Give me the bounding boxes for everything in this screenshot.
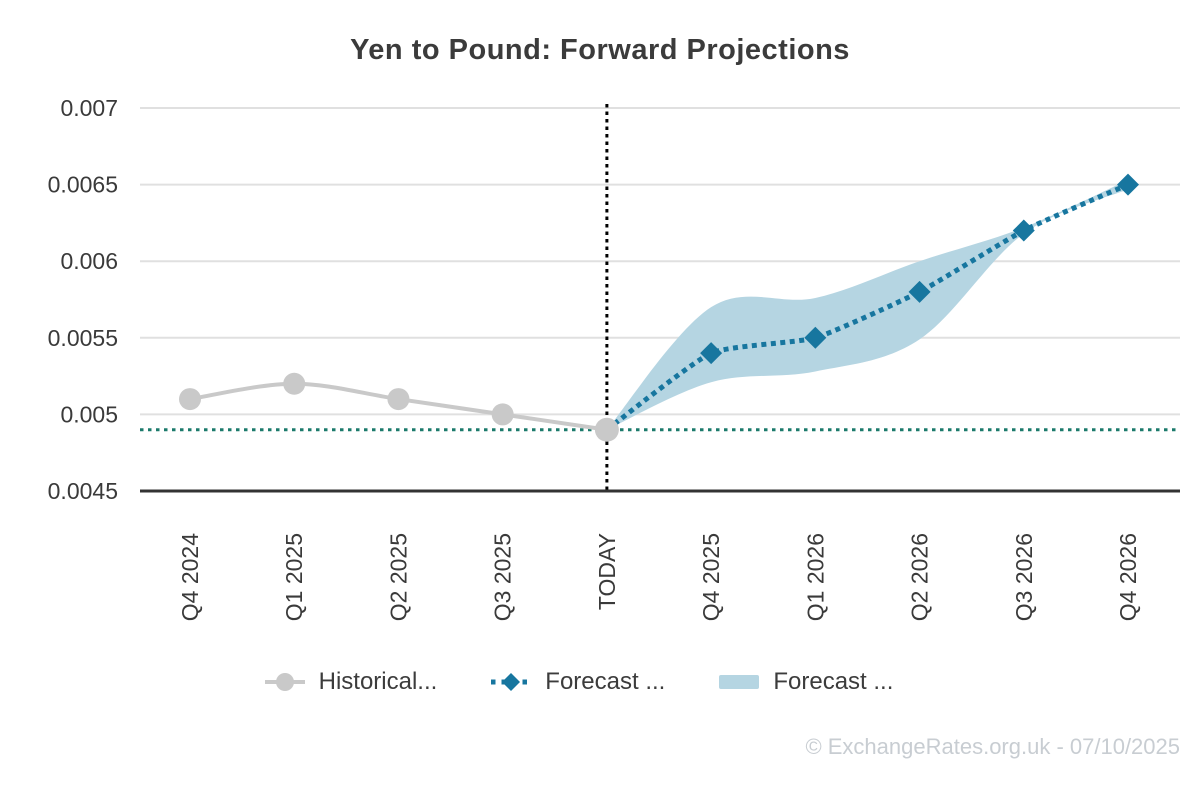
legend-label: Historical... <box>318 668 438 695</box>
legend-item-forecast: Forecast ... <box>489 668 665 696</box>
historical-point-marker <box>491 403 514 426</box>
legend-item-forecast-range: Forecast ... <box>717 668 893 696</box>
legend-label: Forecast ... <box>545 668 666 695</box>
x-axis-tick-label: Q2 2025 <box>385 533 411 621</box>
forecast-point-marker <box>908 280 931 303</box>
historical-point-marker <box>283 372 306 395</box>
historical-point-marker <box>387 388 410 411</box>
x-axis-tick-label: Q3 2025 <box>490 533 516 621</box>
y-axis-tick-label: 0.006 <box>60 248 118 274</box>
y-axis-tick-label: 0.0055 <box>48 325 118 351</box>
forecast-point-marker <box>1117 173 1139 196</box>
y-axis-tick-label: 0.007 <box>60 95 118 121</box>
y-axis-tick-label: 0.005 <box>60 401 118 427</box>
forecast-range-swatch-icon <box>719 675 760 689</box>
x-axis-tick-label: Q3 2026 <box>1011 533 1037 621</box>
y-axis-tick-label: 0.0065 <box>48 172 118 198</box>
x-axis-tick-label: Q1 2026 <box>802 533 828 621</box>
today-point-marker <box>594 417 619 442</box>
legend-label: Forecast ... <box>773 668 894 695</box>
attribution-text: © ExchangeRates.org.uk - 07/10/2025 <box>805 734 1180 759</box>
legend-item-historical: Historical... <box>263 668 438 696</box>
forecast-point-marker <box>700 342 723 365</box>
historical-point-marker <box>179 388 201 411</box>
forecast-range-band <box>606 180 1128 430</box>
chart-title: Yen to Pound: Forward Projections <box>350 34 850 66</box>
x-axis-tick-label: Q1 2025 <box>281 533 307 621</box>
x-axis-tick-label: TODAY <box>594 533 620 610</box>
historical-series-icon <box>264 673 305 691</box>
forecast-point-marker <box>804 326 827 349</box>
y-axis-tick-label: 0.0045 <box>48 478 118 504</box>
forecast-series-icon <box>491 673 532 691</box>
forecast-point-marker <box>1012 219 1035 242</box>
chart-legend: Historical... Forecast ... Forecast ... <box>0 668 1178 696</box>
x-axis-tick-label: Q2 2026 <box>907 533 933 621</box>
x-axis-tick-label: Q4 2025 <box>698 533 724 621</box>
x-axis-tick-label: Q4 2024 <box>177 533 203 621</box>
x-axis-tick-label: Q4 2026 <box>1115 533 1141 621</box>
